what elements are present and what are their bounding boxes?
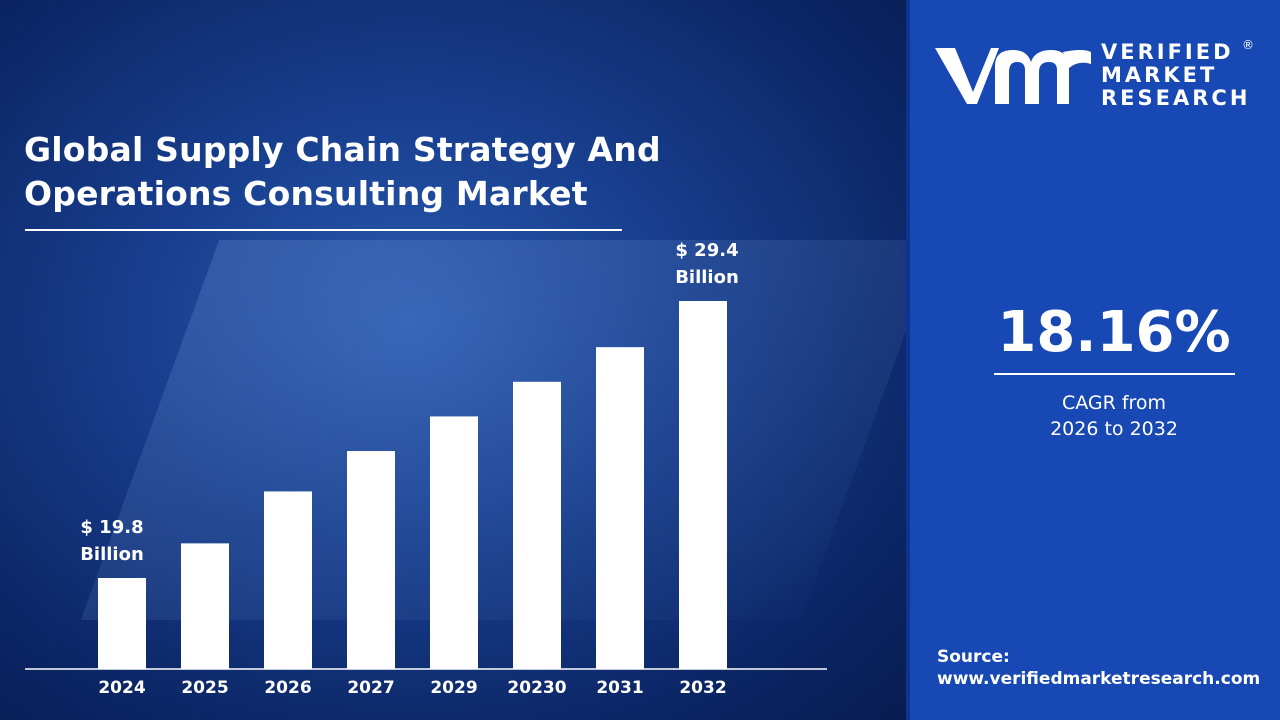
bar-2029 bbox=[430, 416, 478, 669]
x-tick-label: 2026 bbox=[264, 678, 311, 698]
cagr-label-line-2: 2026 to 2032 bbox=[1050, 418, 1178, 440]
bar-2027 bbox=[347, 451, 395, 669]
brand-line-3: RESEARCH bbox=[1101, 86, 1251, 110]
vmr-logo-icon bbox=[935, 48, 1091, 104]
x-tick-label: 2024 bbox=[98, 678, 145, 698]
summary-panel bbox=[910, 0, 1280, 720]
bar-2025 bbox=[181, 543, 229, 669]
brand-line-2: MARKET bbox=[1101, 63, 1218, 87]
bar-2026 bbox=[264, 491, 312, 669]
bar-20230 bbox=[513, 381, 561, 669]
title-line-1: Global Supply Chain Strategy And bbox=[24, 130, 661, 169]
registered-mark: ® bbox=[1242, 38, 1254, 52]
panel-divider bbox=[906, 0, 912, 720]
cagr-value: 18.16% bbox=[997, 300, 1231, 365]
bar-chart: 2024 $ 19.8 Billion 2025 2026 2027 2029 20230 20… bbox=[0, 0, 910, 720]
source-label: Source: bbox=[937, 647, 1010, 667]
data-label-unit: Billion bbox=[80, 544, 144, 565]
brand-line-1: VERIFIED bbox=[1101, 40, 1234, 64]
x-tick-label: 2029 bbox=[430, 678, 477, 698]
brand-name: VERIFIED MARKET RESEARCH bbox=[1101, 41, 1250, 110]
bar-2031 bbox=[596, 347, 644, 669]
x-tick-label: 2025 bbox=[181, 678, 228, 698]
bar-2024 bbox=[98, 578, 146, 669]
cagr-label-line-1: CAGR from bbox=[1061, 392, 1167, 414]
x-tick-label: 2031 bbox=[596, 678, 643, 698]
data-label-value: $ 29.4 bbox=[675, 240, 738, 261]
page-title: Global Supply Chain Strategy And Operati… bbox=[24, 128, 661, 216]
x-tick-label: 20230 bbox=[507, 678, 566, 698]
bar-2032 bbox=[679, 301, 727, 669]
title-underline bbox=[25, 229, 622, 231]
x-tick-label: 2032 bbox=[679, 678, 726, 698]
source: Source: www.verifiedmarketresearch.com bbox=[937, 646, 1260, 690]
x-tick-label: 2027 bbox=[347, 678, 394, 698]
title-line-2: Operations Consulting Market bbox=[24, 174, 588, 213]
source-url[interactable]: www.verifiedmarketresearch.com bbox=[937, 669, 1261, 689]
cagr-divider bbox=[994, 373, 1235, 375]
data-label-unit: Billion bbox=[675, 267, 739, 288]
cagr-label: CAGR from 2026 to 2032 bbox=[994, 390, 1234, 442]
data-label-value: $ 19.8 bbox=[80, 517, 143, 538]
